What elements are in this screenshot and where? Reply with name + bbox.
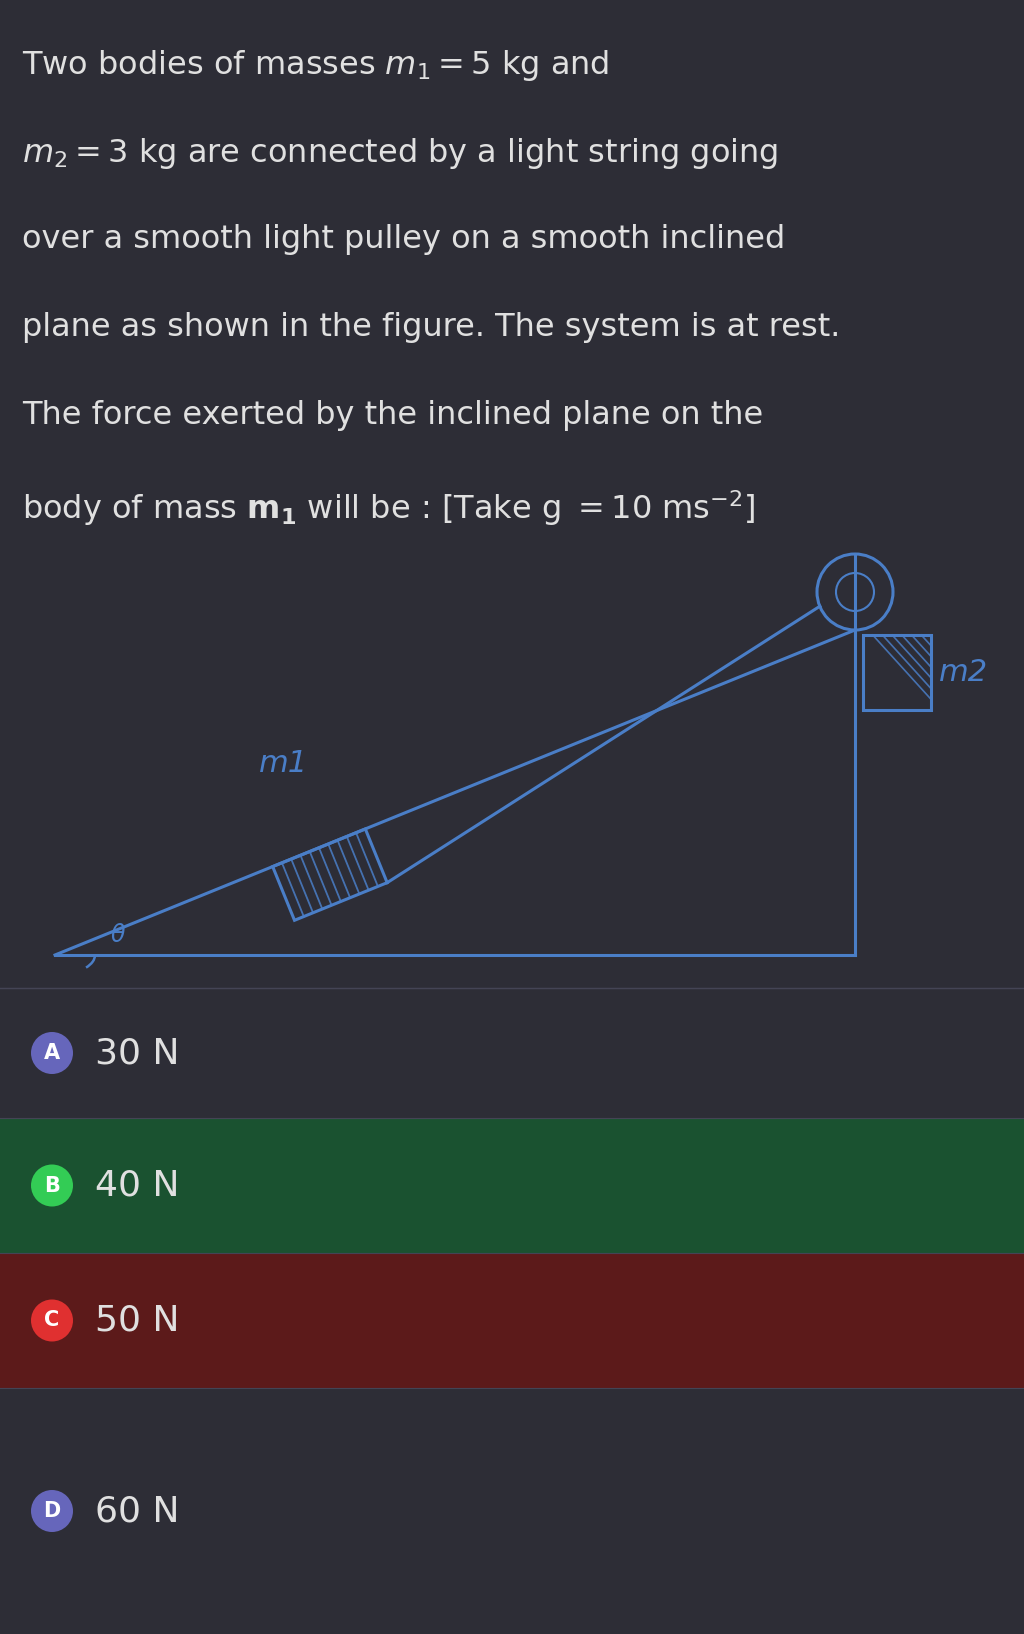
Circle shape: [31, 1299, 73, 1342]
Text: C: C: [44, 1310, 59, 1330]
Bar: [0, 1253, 1024, 1387]
Text: $\theta$: $\theta$: [110, 923, 126, 948]
Text: plane as shown in the figure. The system is at rest.: plane as shown in the figure. The system…: [22, 312, 841, 343]
Text: m1: m1: [259, 748, 308, 778]
Text: body of mass $\mathbf{m_1}$ will be : [Take g $= 10$ ms$^{-2}$]: body of mass $\mathbf{m_1}$ will be : [T…: [22, 489, 756, 528]
Text: Two bodies of masses $m_1 = 5$ kg and: Two bodies of masses $m_1 = 5$ kg and: [22, 47, 609, 83]
Text: A: A: [44, 1042, 60, 1064]
Text: over a smooth light pulley on a smooth inclined: over a smooth light pulley on a smooth i…: [22, 224, 785, 255]
Text: $m_2 = 3$ kg are connected by a light string going: $m_2 = 3$ kg are connected by a light st…: [22, 136, 778, 172]
Text: The force exerted by the inclined plane on the: The force exerted by the inclined plane …: [22, 400, 763, 431]
Text: 60 N: 60 N: [95, 1493, 179, 1528]
Text: 40 N: 40 N: [95, 1168, 179, 1203]
Circle shape: [31, 1033, 73, 1074]
Text: B: B: [44, 1175, 60, 1196]
Circle shape: [31, 1490, 73, 1533]
Text: 30 N: 30 N: [95, 1036, 179, 1070]
Text: D: D: [43, 1502, 60, 1521]
Circle shape: [31, 1165, 73, 1206]
Bar: [0, 1118, 1024, 1253]
Text: m2: m2: [939, 659, 988, 686]
Text: 50 N: 50 N: [95, 1304, 179, 1338]
